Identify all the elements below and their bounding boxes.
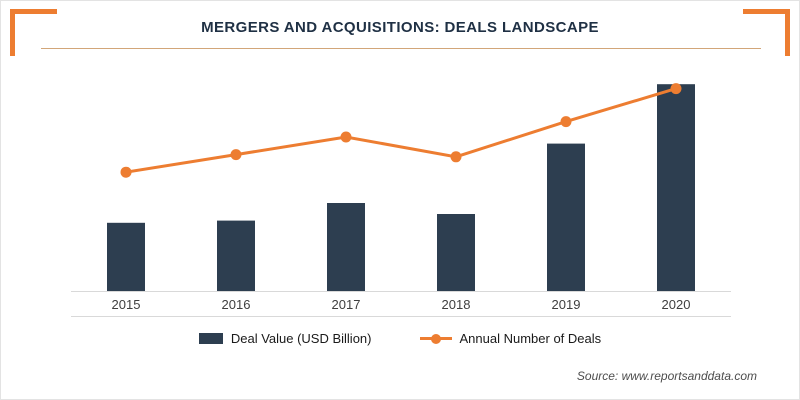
line-marker-2018 [450,151,462,163]
line-marker-2016 [230,149,242,161]
legend-item-line: Annual Number of Deals [419,331,602,346]
line-marker-2015 [120,166,132,178]
line-marker-2017 [340,131,352,143]
legend-item-bar: Deal Value (USD Billion) [198,331,372,346]
x-label-2016: 2016 [221,296,251,312]
bar-2018 [437,214,475,291]
line-series-path [125,87,677,174]
line-marker-2019 [560,116,572,128]
bar-2017 [327,203,365,291]
plot-svg [107,83,695,291]
source-text: Source: www.reportsanddata.com [576,369,757,383]
chart-area: 2015 2016 2017 2018 2019 2020 [71,71,731,317]
corner-accent-top-right [743,9,790,56]
line-marker-2020 [670,83,682,95]
x-label-2019: 2019 [551,296,581,312]
x-label-2015: 2015 [111,296,141,312]
bar-2019 [547,143,585,291]
bar-series-swatch [198,333,223,344]
bar-2016 [217,220,255,291]
legend-bar-label: Deal Value (USD Billion) [230,331,372,346]
bar-2020 [657,84,695,291]
legend: Deal Value (USD Billion) Annual Number o… [1,331,799,346]
line-series-swatch [419,333,452,344]
bar-2015 [107,222,145,291]
x-label-2020: 2020 [661,296,691,312]
x-axis-labels: 2015 2016 2017 2018 2019 2020 [71,291,731,317]
x-label-2017: 2017 [331,296,361,312]
line-marker-icon [430,333,441,344]
legend-line-label: Annual Number of Deals [459,331,602,346]
chart-title: MERGERS AND ACQUISITIONS: DEALS LANDSCAP… [201,19,599,36]
x-label-2018: 2018 [441,296,471,312]
corner-accent-top-left [10,9,57,56]
title-divider [41,48,761,49]
